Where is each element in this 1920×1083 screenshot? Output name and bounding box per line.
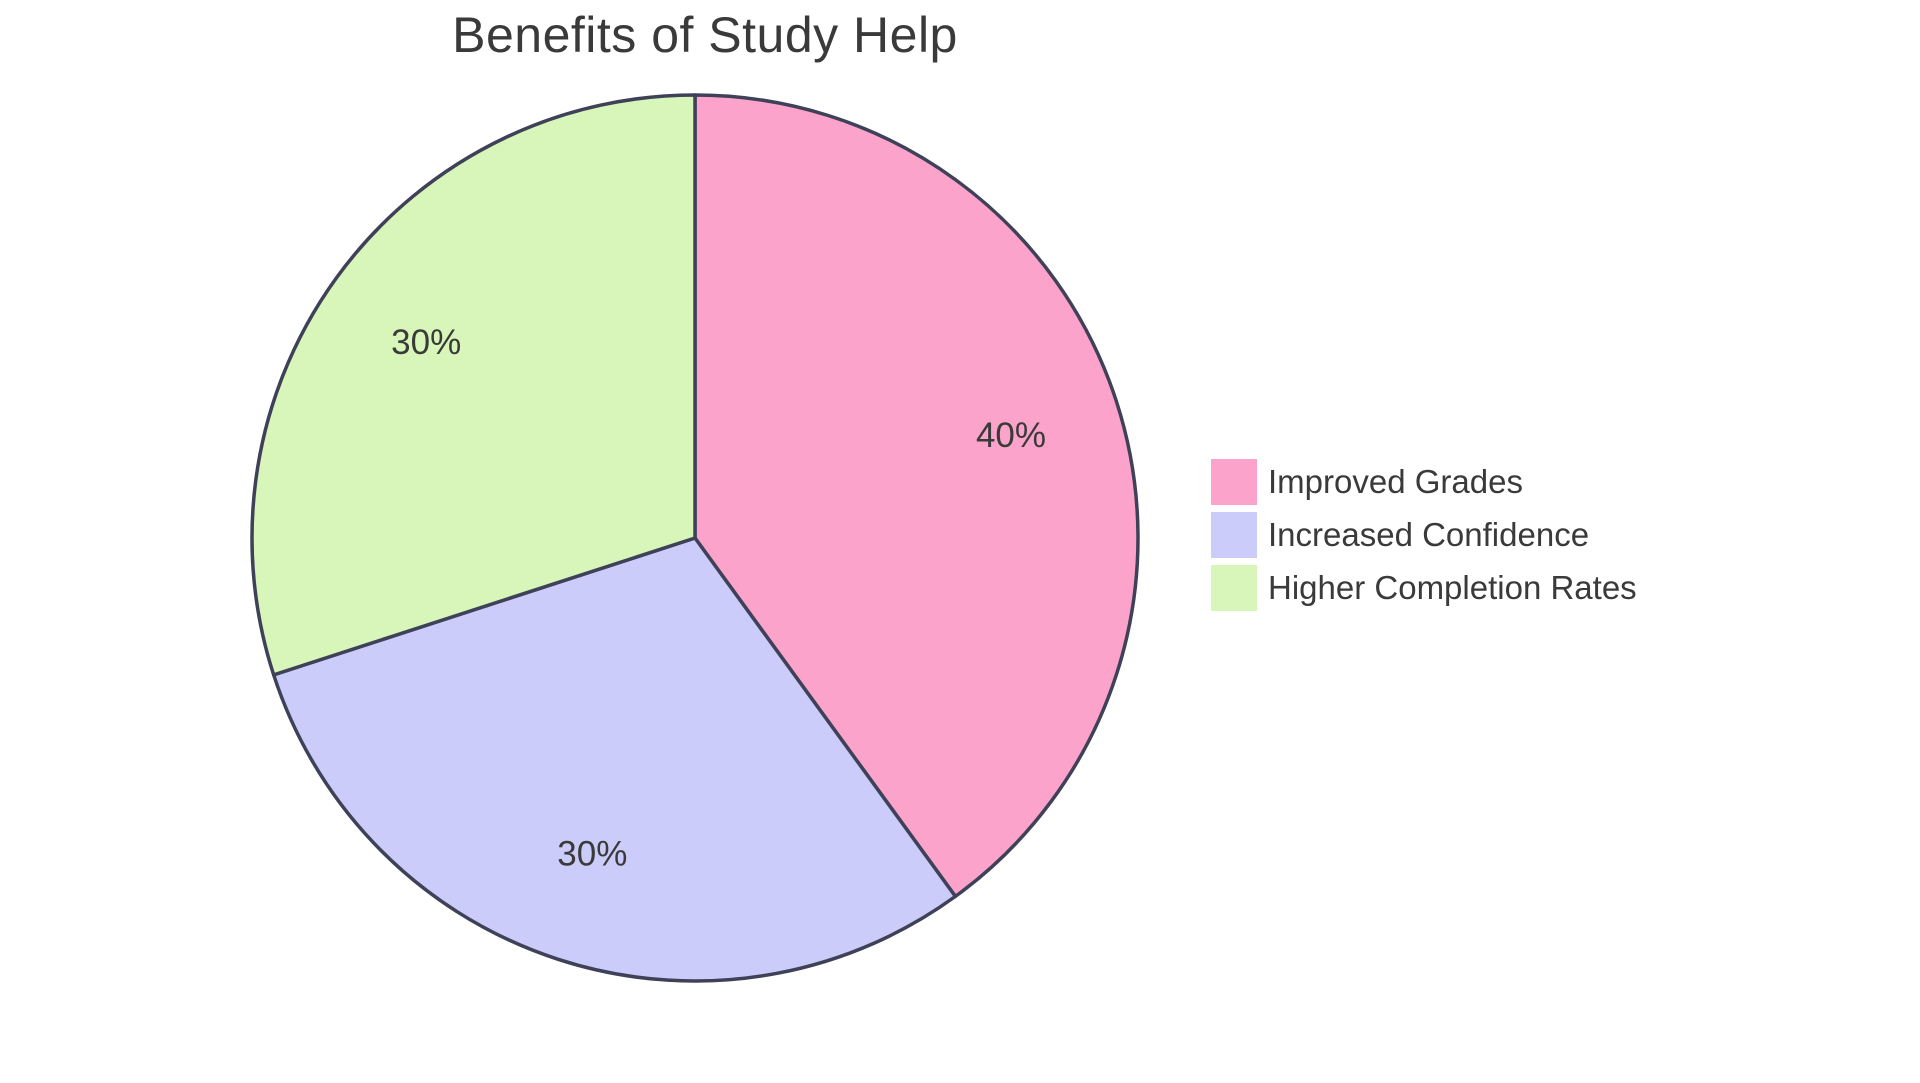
legend-item-1: Increased Confidence <box>1211 512 1637 558</box>
slice-percent-label-1: 30% <box>557 835 627 874</box>
legend-swatch-2 <box>1211 565 1257 611</box>
slice-percent-label-2: 30% <box>391 323 461 362</box>
legend-swatch-0 <box>1211 459 1257 505</box>
pie-slice-2 <box>250 93 697 677</box>
chart-title: Benefits of Study Help <box>452 7 958 63</box>
pie-slice-1 <box>271 536 958 983</box>
legend-label-0: Improved Grades <box>1268 463 1523 500</box>
pie-slice-0 <box>693 93 1140 899</box>
legend-label-2: Higher Completion Rates <box>1268 569 1637 606</box>
legend-item-2: Higher Completion Rates <box>1211 565 1637 611</box>
legend: Improved Grades Increased Confidence Highe… <box>1211 459 1637 611</box>
legend-item-0: Improved Grades <box>1211 459 1637 505</box>
slice-percent-label-0: 40% <box>976 416 1046 455</box>
legend-label-1: Increased Confidence <box>1268 516 1590 553</box>
legend-swatch-1 <box>1211 512 1257 558</box>
